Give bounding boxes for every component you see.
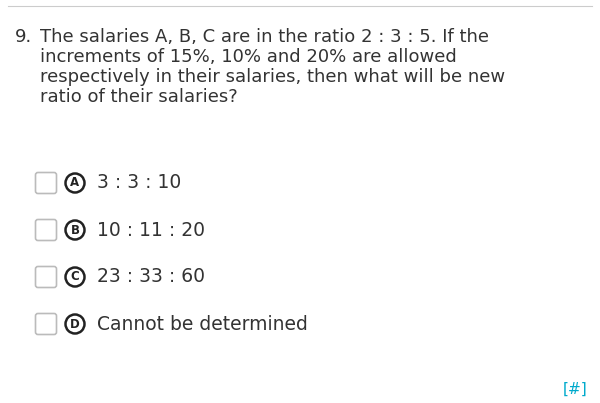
Text: ratio of their salaries?: ratio of their salaries? (40, 88, 238, 106)
Text: 3 : 3 : 10: 3 : 3 : 10 (97, 174, 181, 193)
Text: Cannot be determined: Cannot be determined (97, 314, 308, 334)
Text: 10 : 11 : 20: 10 : 11 : 20 (97, 220, 205, 239)
FancyBboxPatch shape (35, 314, 56, 334)
Text: 23 : 33 : 60: 23 : 33 : 60 (97, 268, 205, 287)
Text: The salaries A, B, C are in the ratio 2 : 3 : 5. If the: The salaries A, B, C are in the ratio 2 … (40, 28, 489, 46)
Circle shape (65, 174, 85, 193)
FancyBboxPatch shape (35, 220, 56, 241)
Circle shape (65, 220, 85, 239)
Circle shape (65, 314, 85, 334)
Text: D: D (70, 318, 80, 330)
Text: B: B (71, 224, 79, 237)
Text: C: C (71, 270, 79, 283)
Text: respectively in their salaries, then what will be new: respectively in their salaries, then wha… (40, 68, 505, 86)
Circle shape (65, 268, 85, 287)
FancyBboxPatch shape (35, 172, 56, 193)
FancyBboxPatch shape (35, 266, 56, 287)
Text: increments of 15%, 10% and 20% are allowed: increments of 15%, 10% and 20% are allow… (40, 48, 457, 66)
Text: 9.: 9. (15, 28, 32, 46)
Text: A: A (70, 177, 80, 189)
Text: [#]: [#] (563, 382, 588, 397)
